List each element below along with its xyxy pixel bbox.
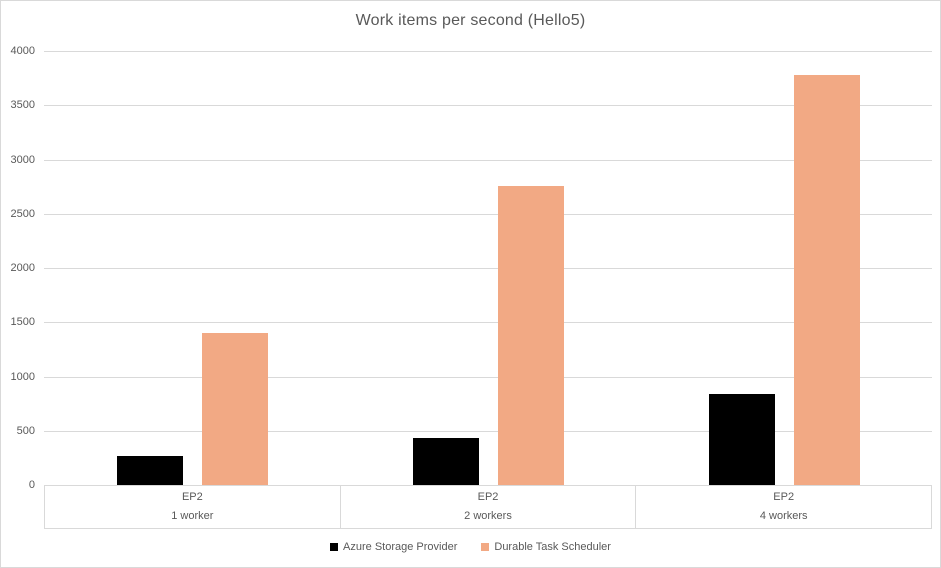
y-axis-tick-label: 2000 bbox=[10, 262, 35, 274]
y-axis-tick-label: 1000 bbox=[10, 370, 35, 383]
y-axis-tick-label: 4000 bbox=[10, 45, 35, 57]
chart-title: Work items per second (Hello5) bbox=[355, 12, 586, 29]
bar-azure-storage-provider bbox=[413, 438, 479, 485]
category-label-workers: 2 workers bbox=[464, 509, 512, 522]
gridline bbox=[44, 322, 932, 324]
gridline bbox=[44, 159, 932, 161]
y-axis-tick-label: 0 bbox=[28, 479, 35, 491]
legend: Azure Storage Provider Durable Task Sched… bbox=[1, 539, 940, 555]
legend-swatch bbox=[330, 543, 339, 551]
y-axis-tick-label: 500 bbox=[16, 424, 35, 437]
category-cell: EP2 2 workers bbox=[341, 485, 637, 528]
y-axis-tick-label: 3500 bbox=[10, 99, 35, 112]
legend-item: Durable Task Scheduler bbox=[481, 541, 611, 553]
gridline bbox=[44, 105, 932, 107]
bar-durable-task-scheduler bbox=[498, 185, 564, 485]
bar-azure-storage-provider bbox=[709, 393, 775, 485]
y-axis-tick-label: 1500 bbox=[10, 316, 35, 329]
category-label-plan: EP2 bbox=[477, 491, 499, 504]
category-cell: EP2 4 workers bbox=[636, 485, 933, 528]
legend-label: Azure Storage Provider bbox=[343, 541, 458, 553]
bar-durable-task-scheduler bbox=[794, 74, 860, 485]
legend-swatch bbox=[481, 543, 490, 551]
gridline bbox=[44, 485, 932, 486]
category-axis: EP2 1 worker EP2 2 workers EP2 4 workers bbox=[44, 485, 933, 529]
category-label-workers: 1 worker bbox=[171, 509, 214, 522]
gridline bbox=[44, 430, 932, 432]
y-axis-tick-label: 2500 bbox=[10, 207, 35, 220]
gridline bbox=[44, 51, 932, 52]
gridline bbox=[44, 376, 932, 378]
category-label-workers: 4 workers bbox=[759, 509, 808, 522]
gridline bbox=[44, 213, 932, 215]
bar-durable-task-scheduler bbox=[202, 333, 268, 485]
legend-item: Azure Storage Provider bbox=[330, 541, 457, 553]
legend-label: Durable Task Scheduler bbox=[494, 541, 611, 553]
category-label-plan: EP2 bbox=[773, 491, 795, 504]
bar-azure-storage-provider bbox=[117, 455, 183, 485]
category-label-plan: EP2 bbox=[181, 491, 203, 504]
category-cell: EP2 1 worker bbox=[45, 485, 341, 528]
gridline bbox=[44, 268, 932, 269]
plot-area bbox=[44, 51, 932, 486]
y-axis-tick-label: 3000 bbox=[10, 153, 35, 166]
